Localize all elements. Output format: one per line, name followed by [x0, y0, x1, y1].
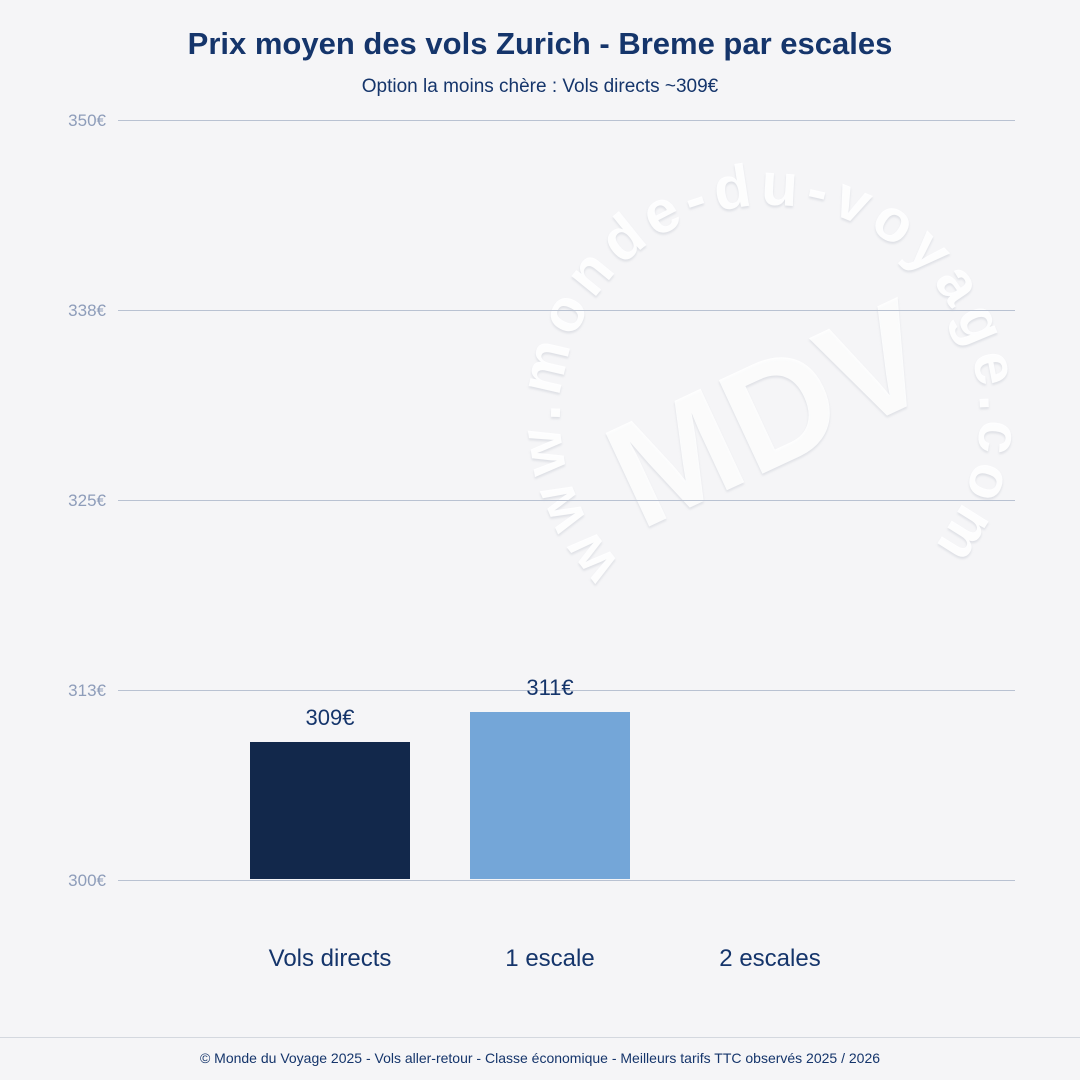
bar-value-label: 309€: [305, 705, 355, 731]
gridline-325: 325€: [68, 491, 1015, 510]
gridline-313: 313€: [68, 681, 1015, 700]
plot-area: 350€ 338€ 325€ 313€ 300€ 309€ 311€: [68, 111, 1015, 890]
gridline-350: 350€: [68, 111, 1015, 130]
ytick-label: 325€: [68, 491, 106, 510]
chart-title: Prix moyen des vols Zurich - Breme par e…: [187, 26, 893, 61]
ytick-label: 313€: [68, 681, 106, 700]
bar-slot-vols-directs: 309€: [250, 120, 410, 880]
category-label-2-escales: 2 escales: [719, 945, 821, 972]
ytick-label: 300€: [68, 871, 106, 890]
ytick-label: 350€: [68, 111, 106, 130]
ytick-label: 338€: [68, 301, 106, 320]
bar-value-label: 311€: [526, 674, 574, 700]
footer-text: © Monde du Voyage 2025 - Vols aller-reto…: [199, 1050, 881, 1066]
footer-divider: [0, 1037, 1080, 1038]
chart-subtitle: Option la moins chère : Vols directs ~30…: [361, 76, 719, 97]
gridline-300: 300€: [68, 871, 1015, 890]
bar-1-escale: [470, 711, 630, 879]
gridline-338: 338€: [68, 301, 1015, 320]
category-label-vols-directs: Vols directs: [268, 945, 392, 972]
bar-slot-1-escale: 311€: [470, 120, 630, 880]
bar-slot-2-escales: [690, 120, 850, 880]
category-label-1-escale: 1 escale: [505, 945, 595, 972]
bar-vols-directs: [250, 742, 410, 879]
